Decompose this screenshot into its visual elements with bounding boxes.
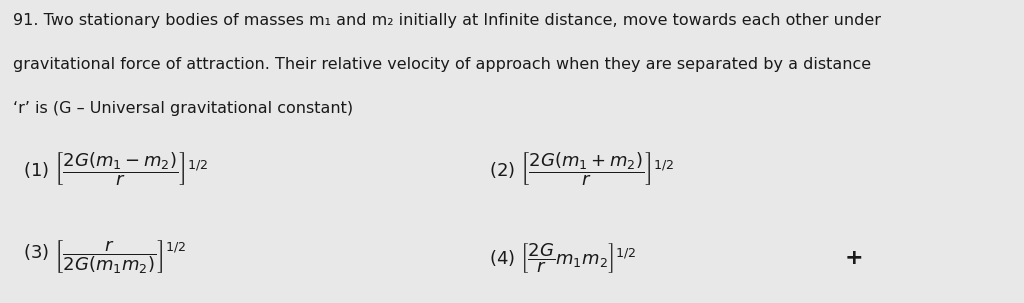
Text: ‘r’ is (G – Universal gravitational constant): ‘r’ is (G – Universal gravitational cons… [13, 102, 353, 116]
Text: gravitational force of attraction. Their relative velocity of approach when they: gravitational force of attraction. Their… [13, 57, 871, 72]
Text: +: + [844, 248, 863, 268]
Text: $(2)\ \left[\dfrac{2G(m_1 + m_2)}{r}\right]^{1/2}$: $(2)\ \left[\dfrac{2G(m_1 + m_2)}{r}\rig… [489, 150, 675, 188]
Text: 91. Two stationary bodies of masses m₁ and m₂ initially at Infinite distance, mo: 91. Two stationary bodies of masses m₁ a… [13, 13, 882, 28]
Text: $(3)\ \left[\dfrac{r}{2G(m_1 m_2)}\right]^{1/2}$: $(3)\ \left[\dfrac{r}{2G(m_1 m_2)}\right… [23, 239, 185, 276]
Text: $(1)\ \left[\dfrac{2G(m_1 - m_2)}{r}\right]^{1/2}$: $(1)\ \left[\dfrac{2G(m_1 - m_2)}{r}\rig… [23, 150, 208, 188]
Text: $(4)\ \left[\dfrac{2G}{r} m_1 m_2\right]^{1/2}$: $(4)\ \left[\dfrac{2G}{r} m_1 m_2\right]… [489, 241, 636, 275]
